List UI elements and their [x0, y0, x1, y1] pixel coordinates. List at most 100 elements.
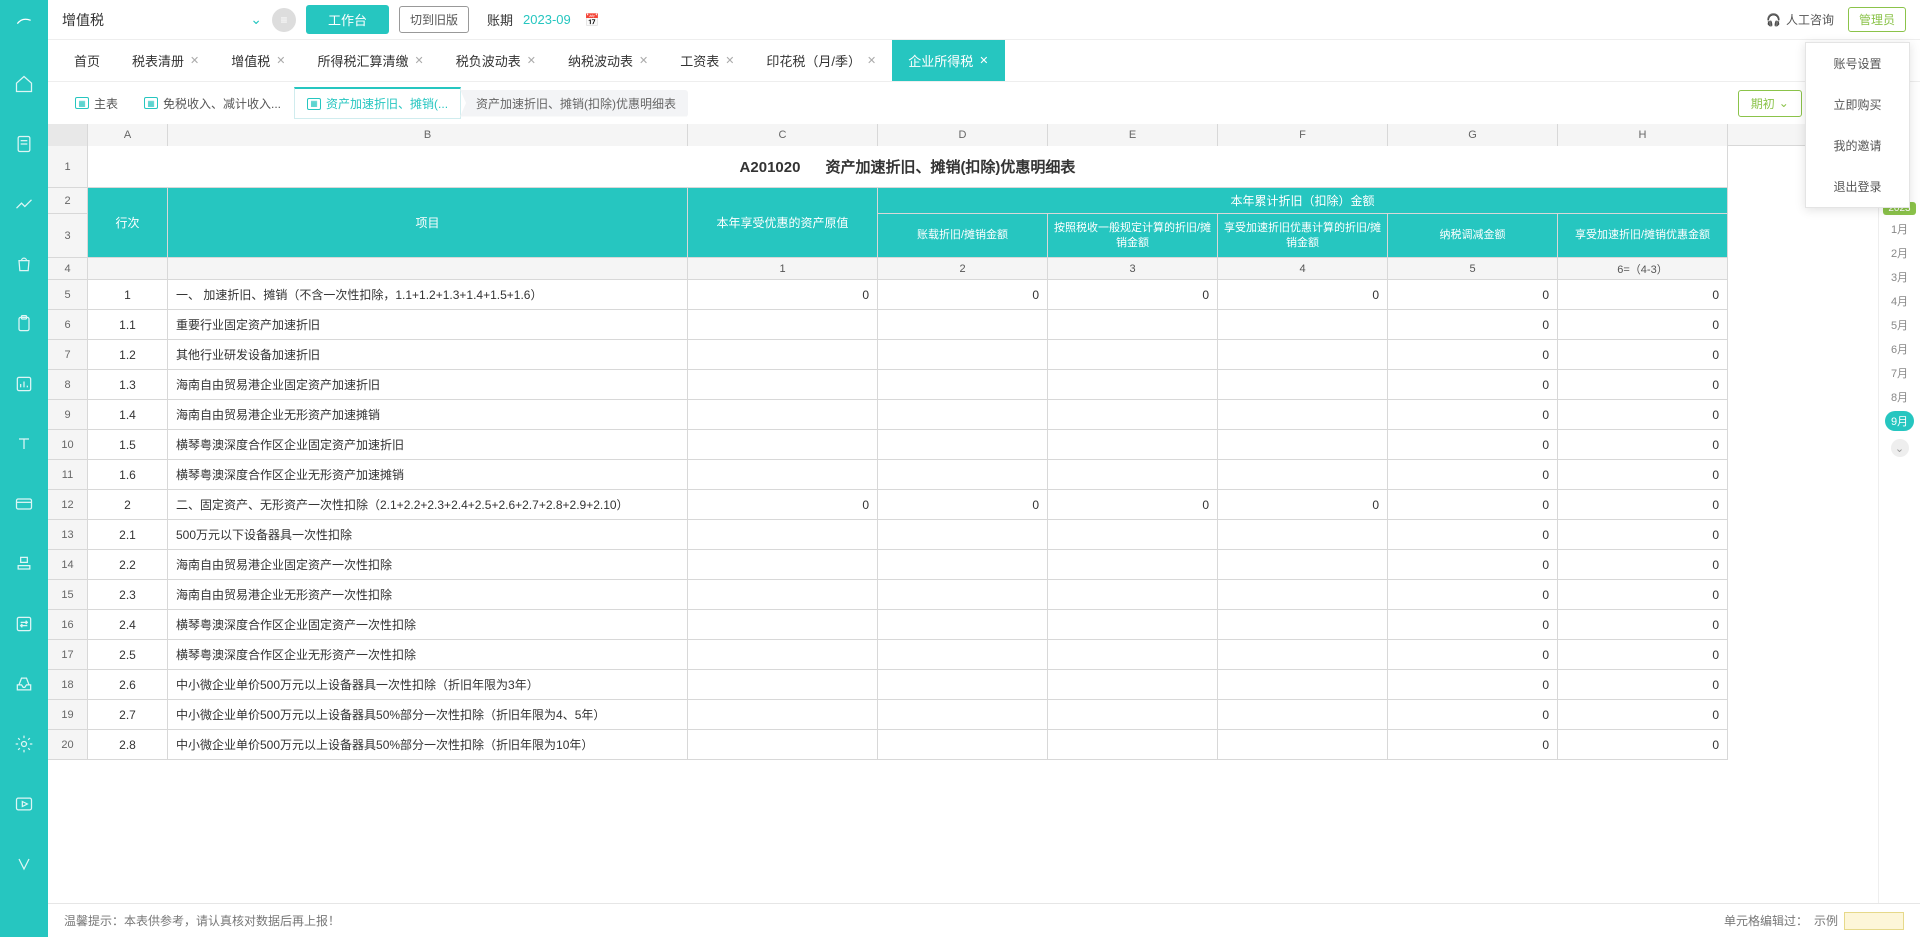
dropdown-item[interactable]: 退出登录 [1806, 166, 1909, 207]
value-cell[interactable] [688, 610, 878, 640]
row-number[interactable]: 3 [48, 214, 88, 258]
value-cell[interactable] [878, 430, 1048, 460]
nav-inbox-icon[interactable] [0, 664, 48, 704]
value-cell[interactable]: 0 [1558, 640, 1728, 670]
value-cell[interactable] [1218, 700, 1388, 730]
dropdown-item[interactable]: 立即购买 [1806, 84, 1909, 125]
value-cell[interactable]: 0 [1558, 520, 1728, 550]
hanci-cell[interactable]: 2.6 [88, 670, 168, 700]
value-cell[interactable] [1218, 520, 1388, 550]
hanci-cell[interactable]: 2.2 [88, 550, 168, 580]
value-cell[interactable] [878, 580, 1048, 610]
value-cell[interactable] [1048, 580, 1218, 610]
item-cell[interactable]: 其他行业研发设备加速折旧 [168, 340, 688, 370]
close-icon[interactable]: ✕ [276, 54, 285, 67]
value-cell[interactable]: 0 [1388, 730, 1558, 760]
value-cell[interactable] [688, 310, 878, 340]
value-cell[interactable] [1048, 700, 1218, 730]
row-number[interactable]: 17 [48, 640, 88, 670]
value-cell[interactable]: 0 [1558, 610, 1728, 640]
value-cell[interactable] [878, 340, 1048, 370]
tab-税负波动表[interactable]: 税负波动表✕ [440, 40, 552, 81]
nav-video-icon[interactable] [0, 784, 48, 824]
item-cell[interactable]: 横琴粤澳深度合作区企业无形资产一次性扣除 [168, 640, 688, 670]
value-cell[interactable] [1048, 460, 1218, 490]
item-cell[interactable]: 500万元以下设备器具一次性扣除 [168, 520, 688, 550]
value-cell[interactable]: 0 [1388, 460, 1558, 490]
row-number[interactable]: 8 [48, 370, 88, 400]
item-cell[interactable]: 一、 加速折旧、摊销（不含一次性扣除，1.1+1.2+1.3+1.4+1.5+1… [168, 280, 688, 310]
tab-首页[interactable]: 首页 [58, 40, 116, 81]
value-cell[interactable] [1048, 610, 1218, 640]
row-number[interactable]: 13 [48, 520, 88, 550]
value-cell[interactable] [1218, 430, 1388, 460]
tab-纳税波动表[interactable]: 纳税波动表✕ [552, 40, 664, 81]
value-cell[interactable]: 0 [1558, 280, 1728, 310]
row-number[interactable]: 2 [48, 188, 88, 214]
value-cell[interactable] [878, 460, 1048, 490]
value-cell[interactable]: 0 [1388, 400, 1558, 430]
value-cell[interactable] [688, 730, 878, 760]
hanci-cell[interactable]: 1 [88, 280, 168, 310]
nav-report-icon[interactable] [0, 364, 48, 404]
hanci-cell[interactable]: 2.3 [88, 580, 168, 610]
month-item[interactable]: 8月 [1885, 387, 1914, 407]
month-item[interactable]: 4月 [1885, 291, 1914, 311]
row-number[interactable]: 18 [48, 670, 88, 700]
col-header[interactable]: B [168, 124, 688, 146]
value-cell[interactable]: 0 [878, 280, 1048, 310]
row-number[interactable]: 20 [48, 730, 88, 760]
value-cell[interactable]: 0 [1388, 580, 1558, 610]
close-icon[interactable]: ✕ [639, 54, 648, 67]
value-cell[interactable] [878, 370, 1048, 400]
consult-link[interactable]: 🎧 人工咨询 [1766, 11, 1834, 28]
item-cell[interactable]: 横琴粤澳深度合作区企业无形资产加速摊销 [168, 460, 688, 490]
value-cell[interactable]: 0 [1388, 610, 1558, 640]
col-header[interactable]: H [1558, 124, 1728, 146]
subtab-item[interactable]: ▦主表 [62, 88, 131, 119]
tab-所得税汇算清缴[interactable]: 所得税汇算清缴✕ [301, 40, 439, 81]
value-cell[interactable] [1218, 400, 1388, 430]
value-cell[interactable]: 0 [688, 490, 878, 520]
close-icon[interactable]: ✕ [725, 54, 734, 67]
nav-clipboard-icon[interactable] [0, 304, 48, 344]
value-cell[interactable]: 0 [1558, 310, 1728, 340]
value-cell[interactable] [1218, 670, 1388, 700]
hanci-cell[interactable]: 1.1 [88, 310, 168, 340]
value-cell[interactable]: 0 [1558, 730, 1728, 760]
value-cell[interactable] [878, 310, 1048, 340]
row-number[interactable]: 1 [48, 146, 88, 188]
value-cell[interactable]: 0 [1218, 280, 1388, 310]
switch-old-button[interactable]: 切到旧版 [399, 6, 469, 33]
value-cell[interactable]: 0 [1558, 340, 1728, 370]
tax-type-selector[interactable]: 增值税 ⌄ [62, 10, 262, 30]
item-cell[interactable]: 海南自由贸易港企业无形资产一次性扣除 [168, 580, 688, 610]
tab-企业所得税[interactable]: 企业所得税✕ [892, 40, 1004, 81]
item-cell[interactable]: 海南自由贸易港企业无形资产加速摊销 [168, 400, 688, 430]
value-cell[interactable]: 0 [1388, 310, 1558, 340]
value-cell[interactable]: 0 [688, 280, 878, 310]
hanci-cell[interactable]: 2.4 [88, 610, 168, 640]
value-cell[interactable] [688, 580, 878, 610]
item-cell[interactable]: 海南自由贸易港企业固定资产一次性扣除 [168, 550, 688, 580]
close-icon[interactable]: ✕ [867, 54, 876, 67]
row-number[interactable]: 9 [48, 400, 88, 430]
value-cell[interactable] [688, 460, 878, 490]
row-number[interactable]: 10 [48, 430, 88, 460]
month-item[interactable]: 7月 [1885, 363, 1914, 383]
hanci-cell[interactable]: 1.5 [88, 430, 168, 460]
value-cell[interactable]: 0 [1558, 400, 1728, 430]
row-number[interactable]: 16 [48, 610, 88, 640]
row-number[interactable]: 4 [48, 258, 88, 280]
row-number[interactable]: 6 [48, 310, 88, 340]
value-cell[interactable] [1048, 730, 1218, 760]
value-cell[interactable] [1048, 670, 1218, 700]
value-cell[interactable] [878, 700, 1048, 730]
row-number[interactable]: 12 [48, 490, 88, 520]
row-number[interactable]: 7 [48, 340, 88, 370]
hanci-cell[interactable]: 2.7 [88, 700, 168, 730]
col-header[interactable]: C [688, 124, 878, 146]
row-number[interactable]: 5 [48, 280, 88, 310]
value-cell[interactable] [688, 700, 878, 730]
value-cell[interactable]: 0 [1388, 340, 1558, 370]
